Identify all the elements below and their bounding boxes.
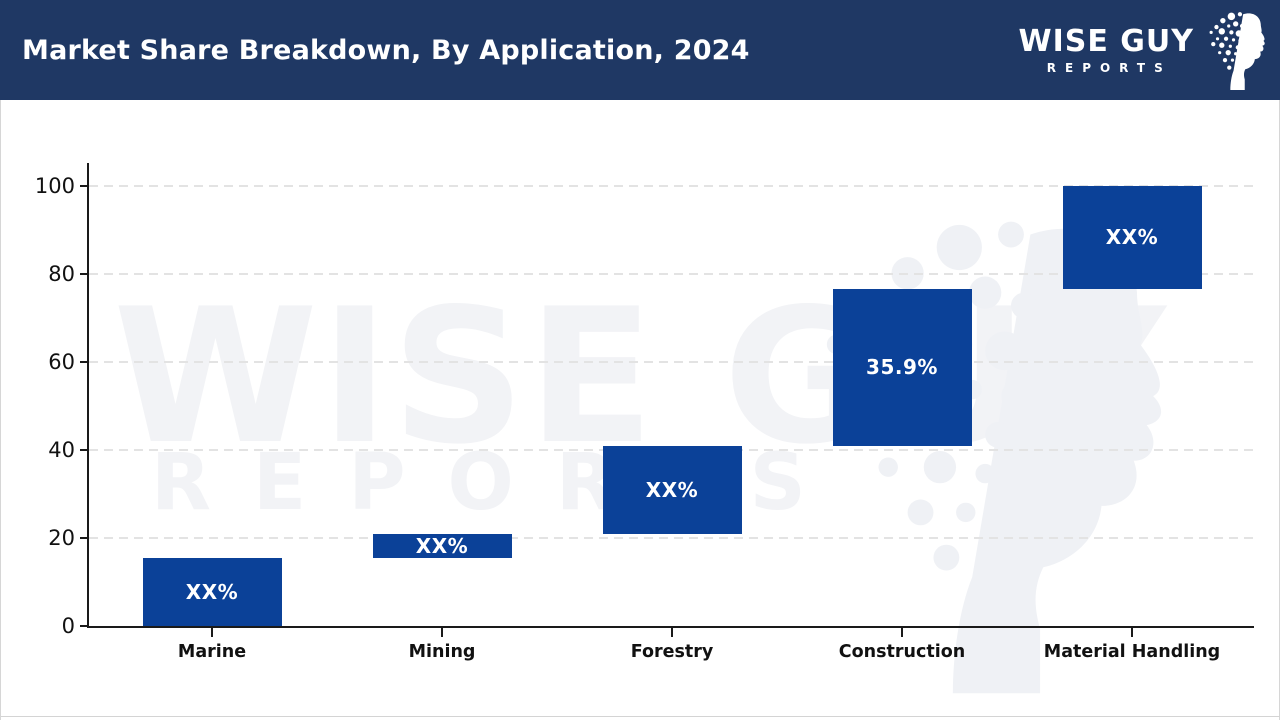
y-tick-label: 80 xyxy=(48,262,75,286)
logo-head-icon xyxy=(1209,12,1265,90)
header: Market Share Breakdown, By Application, … xyxy=(0,0,1280,100)
y-tick-label: 40 xyxy=(48,438,75,462)
logo-subtitle: REPORTS xyxy=(1046,60,1172,75)
bar-value-label: 35.9% xyxy=(866,355,938,380)
x-tick-mark xyxy=(211,628,213,637)
y-tick-mark xyxy=(80,537,89,539)
x-category-label: Forestry xyxy=(630,642,714,662)
bar-mining: XX% xyxy=(372,534,512,559)
y-tick-mark xyxy=(80,625,89,627)
x-tick-mark xyxy=(901,628,903,637)
bar-value-label: XX% xyxy=(645,478,699,503)
gridline-100 xyxy=(89,185,1254,187)
gridline-20 xyxy=(89,537,1254,539)
x-category-label: Material Handling xyxy=(1043,642,1221,662)
bar-forestry: XX% xyxy=(602,446,742,535)
x-category-label: Construction xyxy=(838,642,966,662)
bar-value-label: XX% xyxy=(1105,225,1159,250)
bar-construction: 35.9% xyxy=(832,288,972,447)
y-tick-label: 100 xyxy=(34,174,75,198)
y-tick-label: 0 xyxy=(61,614,75,638)
x-tick-mark xyxy=(1131,628,1133,637)
x-tick-mark xyxy=(671,628,673,637)
y-tick-label: 20 xyxy=(48,526,75,550)
y-axis xyxy=(87,163,89,628)
x-category-label: Marine xyxy=(177,642,247,662)
bar-value-label: XX% xyxy=(415,534,469,559)
y-tick-mark xyxy=(80,185,89,187)
bar-material-handling: XX% xyxy=(1062,186,1202,289)
watermark-subtitle: REPORTS xyxy=(151,438,848,528)
chart-area: WISE GUY REPORTS 0 20 40 60 80 100 XX% Marine XX… xyxy=(0,100,1280,720)
brand-logo: WISE GUY REPORTS xyxy=(1018,10,1280,90)
gridline-80 xyxy=(89,273,1254,275)
x-category-label: Mining xyxy=(408,642,476,662)
y-tick-mark xyxy=(80,273,89,275)
x-axis xyxy=(87,626,1254,628)
y-tick-mark xyxy=(80,361,89,363)
page-title: Market Share Breakdown, By Application, … xyxy=(22,34,750,66)
logo-text: WISE GUY REPORTS xyxy=(1018,23,1194,75)
y-tick-label: 60 xyxy=(48,350,75,374)
frame-bottom-border xyxy=(1,716,1280,717)
bar-value-label: XX% xyxy=(185,579,239,604)
y-tick-mark xyxy=(80,449,89,451)
gridline-60 xyxy=(89,361,1254,363)
logo-wordmark: WISE GUY xyxy=(1018,23,1194,59)
x-tick-mark xyxy=(441,628,443,637)
bar-marine: XX% xyxy=(142,557,282,626)
